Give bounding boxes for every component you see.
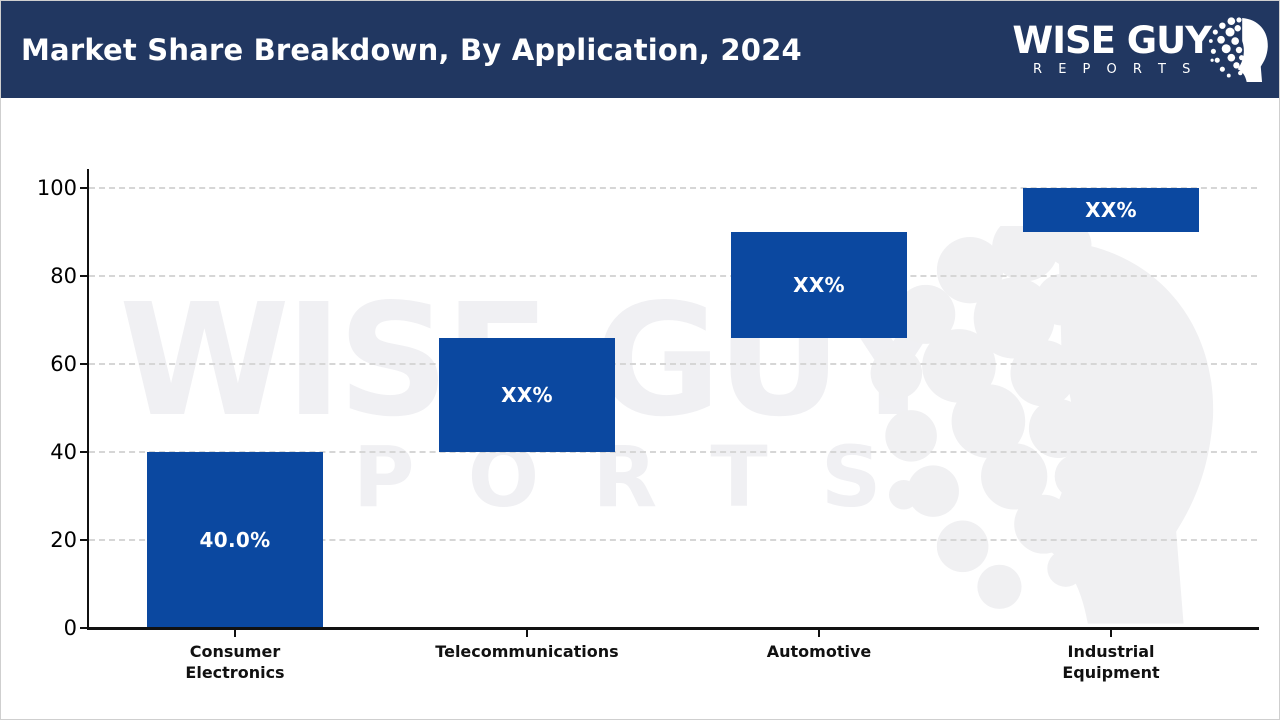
grid-line	[89, 451, 1257, 453]
x-tick-mark	[526, 630, 528, 637]
y-tick-label: 60	[50, 352, 77, 376]
x-category-label-line: Equipment	[1062, 663, 1160, 682]
watermark-subtext: P O R T S	[353, 428, 894, 526]
y-axis-line	[87, 169, 89, 629]
bar: 40.0%	[147, 452, 323, 628]
bar-value-label: 40.0%	[199, 528, 271, 552]
bar-value-label: XX%	[1085, 198, 1137, 222]
x-category-label: Telecommunications	[377, 641, 677, 662]
x-tick-mark	[1110, 630, 1112, 637]
wise-guy-reports-logo: WISE GUY R E P O R T S	[1012, 8, 1279, 92]
header-bar: Market Share Breakdown, By Application, …	[1, 1, 1279, 98]
logo-wordmark: WISE GUY	[1012, 19, 1212, 62]
logo-text: WISE GUY R E P O R T S	[1012, 19, 1212, 77]
logo-subtext: R E P O R T S	[1033, 62, 1197, 77]
y-tick-label: 20	[50, 528, 77, 552]
y-tick-label: 0	[63, 616, 77, 640]
x-category-label-line: Electronics	[185, 663, 285, 682]
y-tick-label: 80	[50, 264, 77, 288]
bar-value-label: XX%	[501, 382, 553, 407]
grid-line	[89, 187, 1257, 189]
watermark-head-icon	[870, 226, 1214, 624]
y-tick-label: 100	[36, 176, 77, 200]
x-tick-mark	[818, 630, 820, 637]
grid-line	[89, 363, 1257, 365]
chart-title: Market Share Breakdown, By Application, …	[21, 32, 802, 67]
x-category-label-line: Consumer	[189, 642, 281, 661]
y-tick-mark	[80, 539, 88, 541]
x-axis-line	[87, 627, 1259, 630]
y-tick-mark	[80, 451, 88, 453]
y-tick-mark	[80, 187, 88, 189]
bar: XX%	[439, 337, 615, 452]
logo-head-icon	[1208, 16, 1268, 82]
x-category-label-line: Industrial	[1067, 642, 1155, 661]
x-category-label-line: Telecommunications	[435, 642, 619, 661]
y-tick-mark	[80, 363, 88, 365]
x-category-label: Automotive	[669, 641, 969, 662]
x-category-label: Industrial Equipment	[961, 641, 1261, 683]
y-tick-mark	[80, 275, 88, 277]
grid-line	[89, 275, 1257, 277]
bar: XX%	[1023, 188, 1199, 232]
x-category-label-line: Automotive	[766, 642, 872, 661]
x-category-label: Consumer Electronics	[85, 641, 385, 683]
grid-line	[89, 539, 1257, 541]
y-tick-mark	[80, 627, 88, 629]
x-tick-mark	[234, 630, 236, 637]
y-tick-label: 40	[50, 440, 77, 464]
bar-value-label: XX%	[793, 272, 845, 297]
bar: XX%	[731, 232, 907, 338]
